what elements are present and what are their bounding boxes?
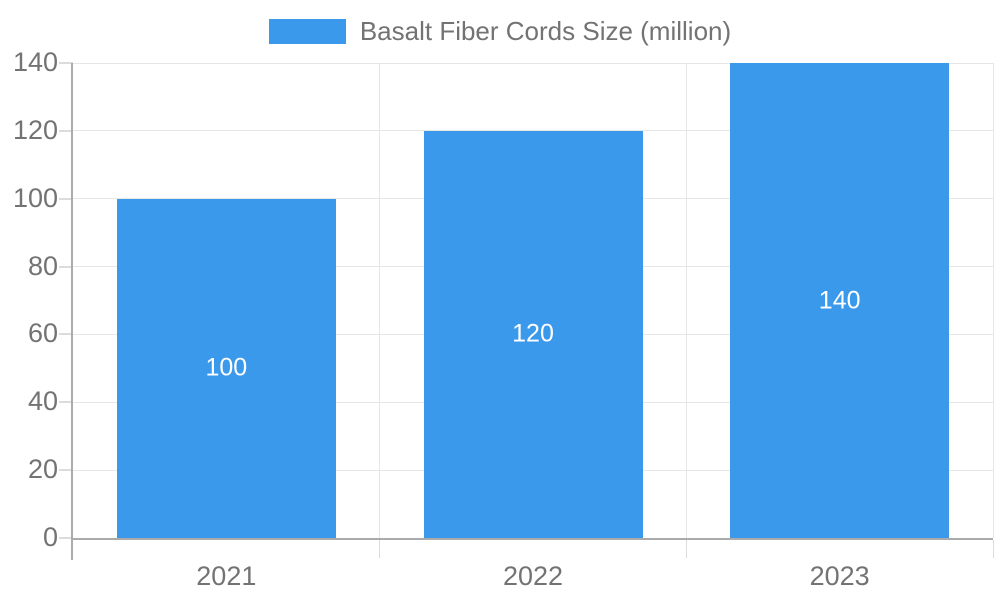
bar-value-label: 140 [818, 286, 861, 314]
y-tick-label: 100 [12, 182, 58, 213]
x-axis-tick [992, 540, 994, 558]
x-gridline [685, 63, 687, 538]
x-axis-tick [685, 540, 687, 558]
x-gridline [992, 63, 994, 538]
y-tick-label: 120 [12, 114, 58, 145]
x-tick-label: 2023 [809, 561, 870, 591]
y-tick-label: 20 [27, 454, 58, 485]
y-axis-tick [59, 537, 73, 539]
x-axis-line [71, 538, 993, 540]
y-axis-tick [59, 469, 73, 472]
x-tick-label: 2021 [196, 561, 257, 591]
y-gridline [73, 62, 993, 64]
y-axis-tick [59, 265, 73, 268]
bar-2023 [730, 63, 950, 538]
y-tick-label: 80 [27, 250, 58, 281]
x-tick-label: 2022 [502, 561, 564, 591]
bar-2022 [423, 130, 643, 538]
y-axis-line [71, 63, 73, 560]
y-axis-tick [59, 62, 73, 64]
legend-label: Basalt Fiber Cords Size (million) [359, 16, 732, 46]
y-tick-label: 140 [12, 46, 58, 77]
y-tick-label: 0 [42, 521, 58, 552]
y-axis-tick [59, 401, 73, 404]
y-axis-tick [59, 129, 73, 132]
y-tick-label: 40 [27, 386, 58, 417]
legend-item[interactable]: Basalt Fiber Cords Size (million) [268, 16, 732, 47]
legend-swatch-icon [268, 19, 346, 44]
y-axis-tick [59, 197, 73, 200]
bar-value-label: 100 [205, 353, 248, 382]
bar-value-label: 120 [512, 319, 554, 348]
legend: Basalt Fiber Cords Size (million) [0, 16, 1000, 47]
bar-2021 [116, 198, 336, 538]
y-axis-tick [59, 333, 73, 336]
y-tick-label: 60 [27, 318, 58, 349]
x-axis-tick [379, 540, 381, 558]
x-gridline [379, 63, 381, 538]
